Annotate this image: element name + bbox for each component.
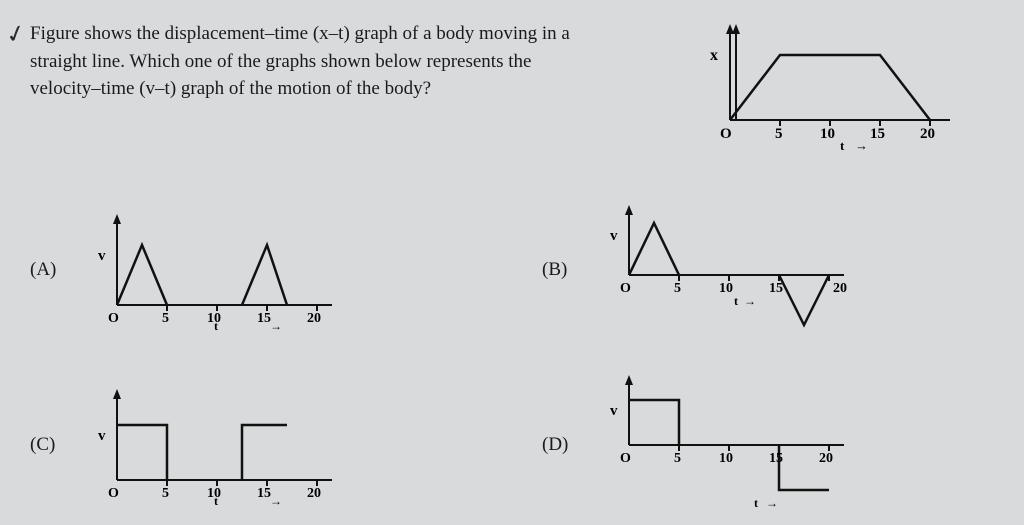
v-label: v bbox=[98, 248, 106, 264]
question-text: Figure shows the displacement–time (x–t)… bbox=[30, 20, 670, 103]
option-d-label: (D) bbox=[542, 434, 576, 456]
question-line3: velocity–time (v–t) graph of the motion … bbox=[30, 78, 431, 99]
svg-text:15: 15 bbox=[257, 311, 271, 326]
svg-text:20: 20 bbox=[307, 486, 321, 501]
option-b-graph: v O 5 10 15 20 t → bbox=[594, 205, 854, 335]
origin: O bbox=[108, 311, 119, 326]
t-arrow: → bbox=[855, 138, 868, 150]
svg-text:20: 20 bbox=[819, 451, 833, 466]
origin-label: O bbox=[720, 126, 732, 142]
question-row: Figure shows the displacement–time (x–t)… bbox=[30, 20, 994, 155]
svg-text:t: t bbox=[214, 319, 218, 330]
svg-text:15: 15 bbox=[769, 451, 783, 466]
svg-text:5: 5 bbox=[674, 451, 681, 466]
svg-text:10: 10 bbox=[719, 281, 733, 296]
svg-text:15: 15 bbox=[257, 486, 271, 501]
tick-20: 20 bbox=[920, 126, 935, 142]
svg-text:v: v bbox=[610, 403, 618, 419]
svg-text:O: O bbox=[620, 281, 631, 296]
option-b-label: (B) bbox=[542, 259, 576, 281]
svg-text:→: → bbox=[270, 494, 282, 505]
option-a-label: (A) bbox=[30, 259, 64, 281]
svg-text:5: 5 bbox=[674, 281, 681, 296]
option-a-graph: v O 5 10 15 20 t → bbox=[82, 210, 342, 330]
t-label: t bbox=[840, 138, 845, 150]
svg-text:20: 20 bbox=[833, 281, 847, 296]
svg-text:t: t bbox=[734, 294, 738, 308]
svg-text:5: 5 bbox=[162, 486, 169, 501]
svg-text:10: 10 bbox=[719, 451, 733, 466]
option-b: (B) v O 5 10 15 20 t → bbox=[542, 205, 994, 335]
main-xt-graph: x O 5 10 15 20 t → bbox=[690, 20, 970, 155]
check-mark-icon: ✓ bbox=[3, 18, 30, 51]
tick-15: 15 bbox=[870, 126, 885, 142]
tick-5: 5 bbox=[775, 126, 783, 142]
option-c: (C) v O 5 10 15 20 t → bbox=[30, 375, 482, 515]
svg-text:→: → bbox=[766, 496, 778, 510]
svg-text:15: 15 bbox=[769, 281, 783, 296]
option-d-graph: v O 5 10 15 20 t → bbox=[594, 375, 854, 515]
svg-text:v: v bbox=[610, 228, 618, 244]
svg-text:→: → bbox=[270, 319, 282, 330]
svg-text:O: O bbox=[620, 451, 631, 466]
svg-text:20: 20 bbox=[307, 311, 321, 326]
svg-text:v: v bbox=[98, 428, 106, 444]
y-axis-label: x bbox=[710, 47, 718, 64]
tick-10: 10 bbox=[820, 126, 835, 142]
question-line1: Figure shows the displacement–time (x–t)… bbox=[30, 23, 570, 44]
svg-text:5: 5 bbox=[162, 311, 169, 326]
svg-text:t: t bbox=[214, 494, 218, 505]
svg-text:O: O bbox=[108, 486, 119, 501]
option-c-graph: v O 5 10 15 20 t → bbox=[82, 385, 342, 505]
svg-text:→: → bbox=[744, 294, 756, 308]
options-grid: (A) v O 5 10 15 20 t → (B) bbox=[30, 205, 994, 515]
option-d: (D) v O 5 10 15 20 t → bbox=[542, 375, 994, 515]
svg-text:t: t bbox=[754, 496, 758, 510]
option-c-label: (C) bbox=[30, 434, 64, 456]
question-line2: straight line. Which one of the graphs s… bbox=[30, 51, 531, 72]
option-a: (A) v O 5 10 15 20 t → bbox=[30, 205, 482, 335]
